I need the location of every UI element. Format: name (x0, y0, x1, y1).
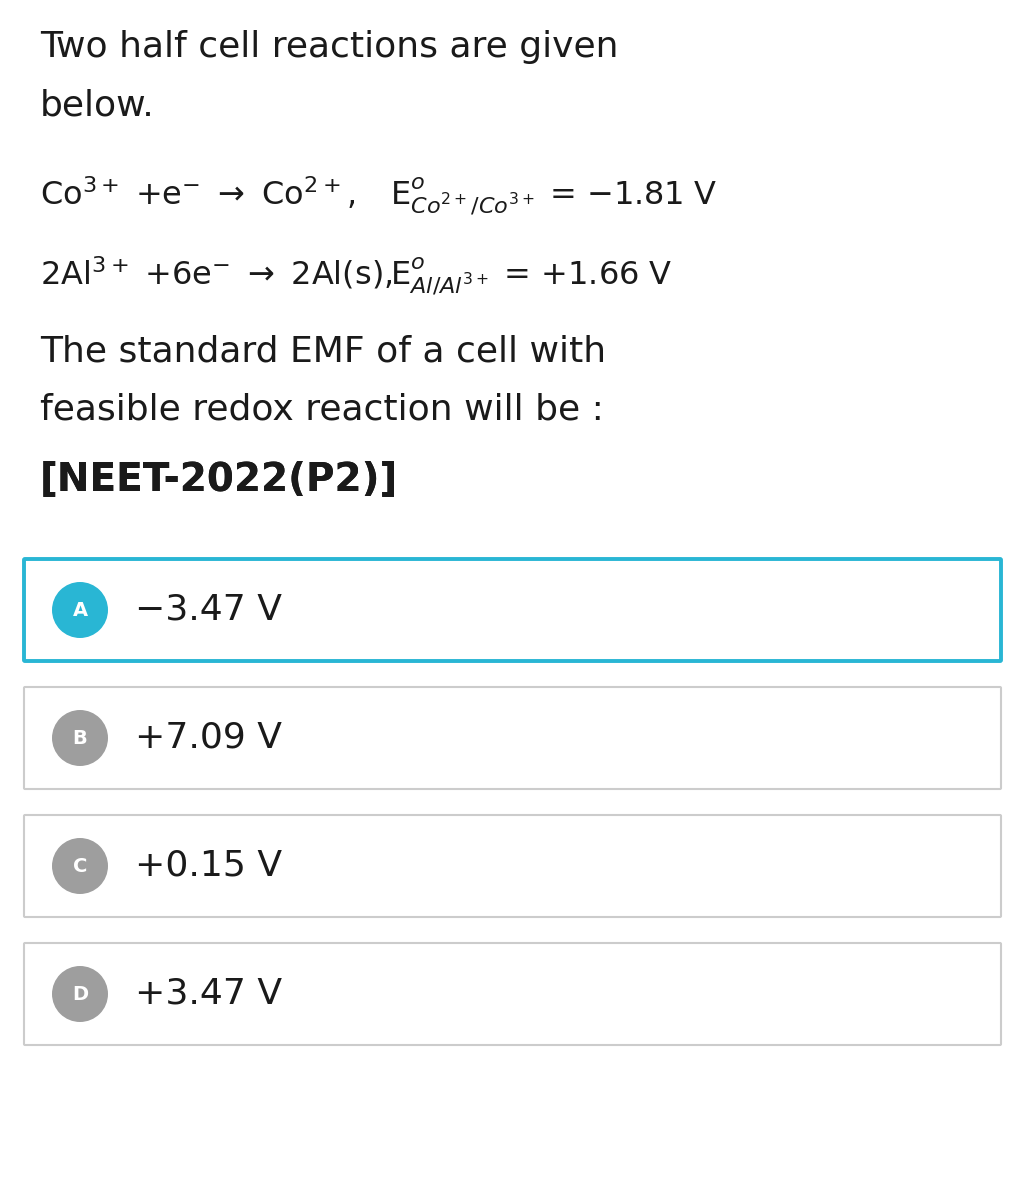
Text: D: D (72, 984, 88, 1003)
Circle shape (52, 582, 108, 638)
Text: 2Al$^{3+}$ +6e$^{-}$ $\rightarrow$ 2Al(s),: 2Al$^{3+}$ +6e$^{-}$ $\rightarrow$ 2Al(s… (40, 255, 392, 291)
Text: E$^{o}_{Co^{2+}/Co^{3+}}$ = $-$1.81 V: E$^{o}_{Co^{2+}/Co^{3+}}$ = $-$1.81 V (390, 174, 718, 215)
Text: below.: below. (40, 88, 155, 122)
Text: E$^{o}_{Al/Al^{3+}}$ = +1.66 V: E$^{o}_{Al/Al^{3+}}$ = +1.66 V (390, 255, 673, 296)
Text: C: C (73, 857, 87, 876)
Text: [NEET-2022(P2)]: [NEET-2022(P2)] (40, 460, 398, 498)
Text: A: A (73, 600, 88, 620)
FancyBboxPatch shape (24, 559, 1001, 660)
Text: +7.09 V: +7.09 V (135, 721, 282, 755)
FancyBboxPatch shape (24, 814, 1001, 917)
Text: [NEET-2022(P2)]: [NEET-2022(P2)] (40, 460, 398, 498)
Text: Co$^{3+}$ +e$^{-}$ $\rightarrow$ Co$^{2+}$,: Co$^{3+}$ +e$^{-}$ $\rightarrow$ Co$^{2+… (40, 174, 355, 212)
Text: +0.15 V: +0.15 V (135, 849, 283, 883)
Text: feasible redox reaction will be :: feasible redox reaction will be : (40, 393, 604, 427)
Text: B: B (73, 729, 87, 747)
Circle shape (52, 710, 108, 766)
Text: The standard EMF of a cell with: The standard EMF of a cell with (40, 334, 606, 369)
Text: Two half cell reactions are given: Two half cell reactions are given (40, 30, 618, 64)
FancyBboxPatch shape (24, 687, 1001, 789)
Circle shape (52, 966, 108, 1023)
Circle shape (52, 838, 108, 894)
FancyBboxPatch shape (24, 943, 1001, 1045)
Text: −3.47 V: −3.47 V (135, 593, 282, 627)
Text: +3.47 V: +3.47 V (135, 977, 283, 1011)
